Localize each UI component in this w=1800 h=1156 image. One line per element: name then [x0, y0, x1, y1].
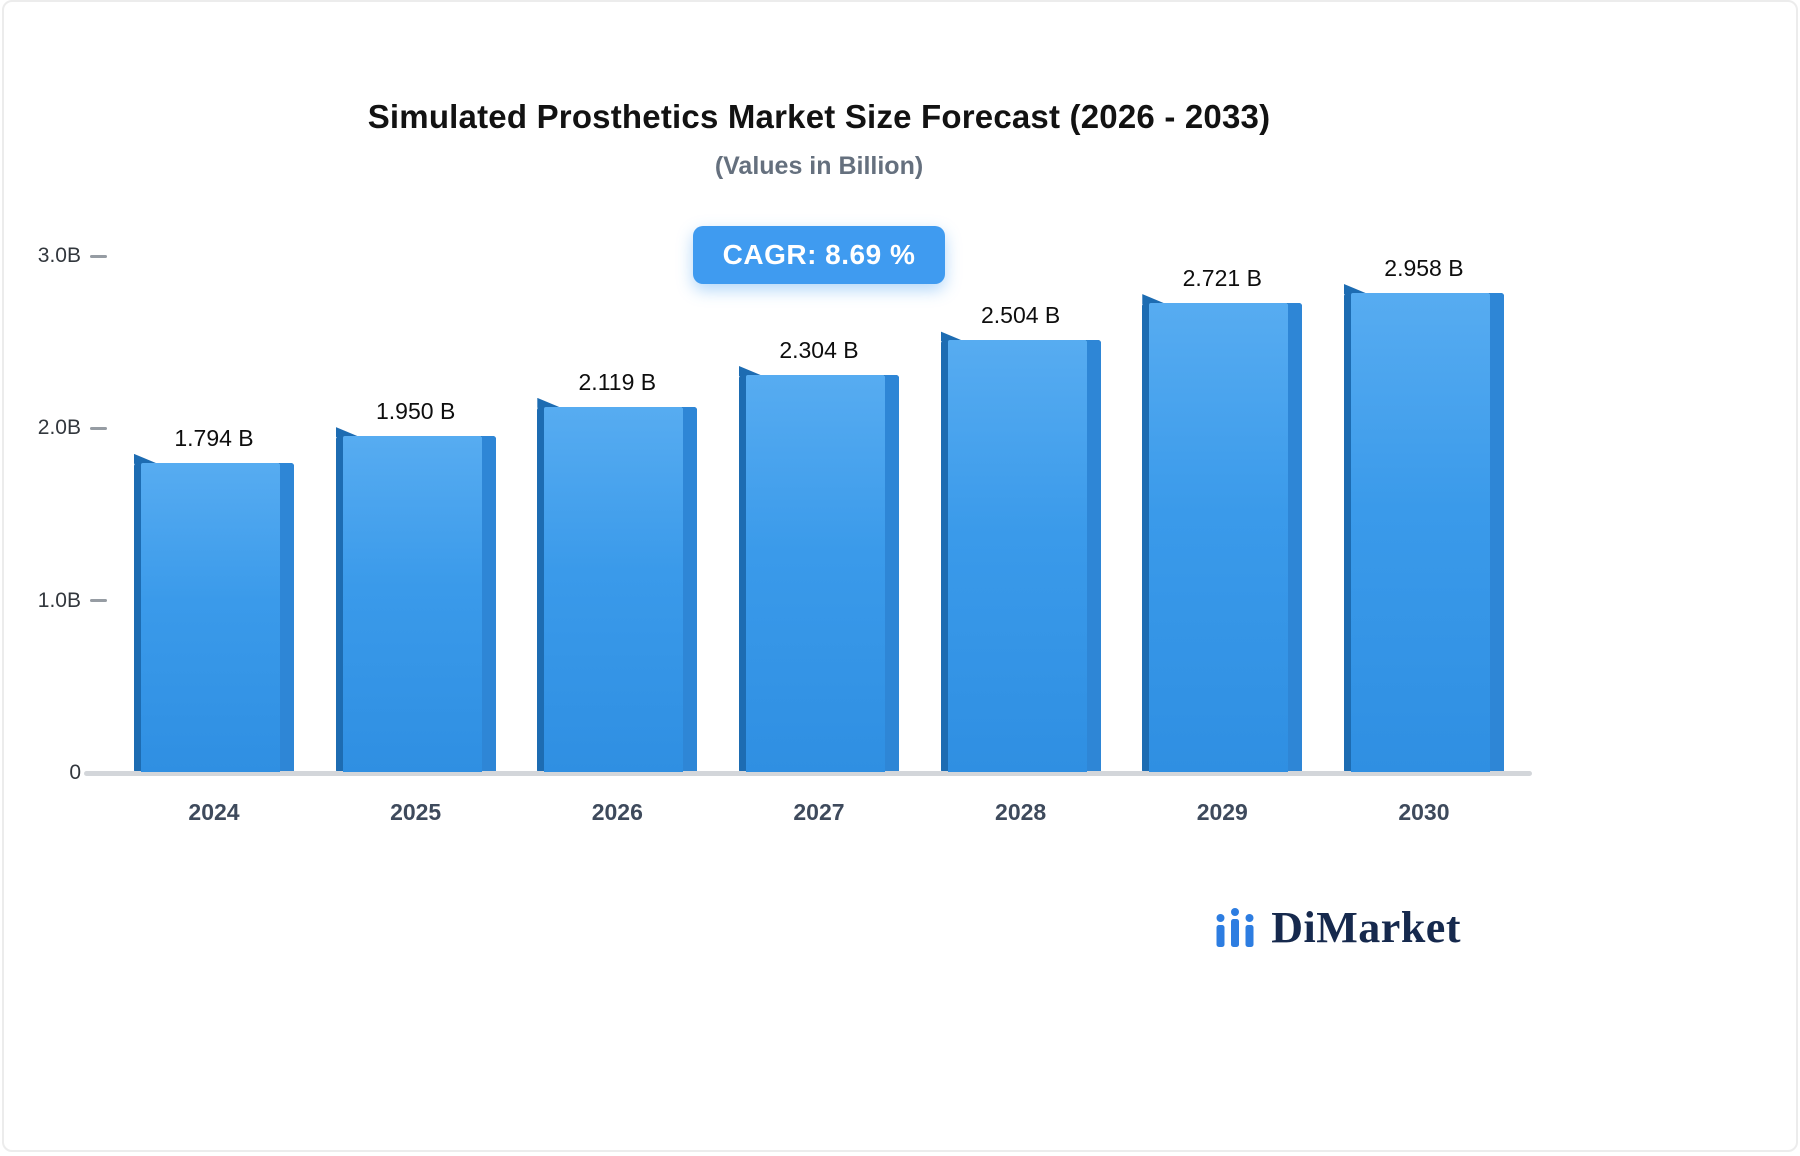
bar-2028: [940, 340, 1101, 772]
bar-value-label: 1.794 B: [174, 424, 254, 451]
cagr-badge-wrap: CAGR: 8.69 %: [114, 226, 1524, 284]
bar-front-face: [544, 406, 684, 772]
bar-chart-logo-icon: [1216, 907, 1254, 947]
y-tick-label: 0: [69, 761, 81, 784]
bar-value-label: 2.721 B: [1182, 265, 1262, 292]
cagr-badge: CAGR: 8.69 %: [692, 226, 946, 284]
bar-front-face: [342, 435, 482, 772]
bar-value-label: 2.304 B: [779, 336, 859, 363]
bar-front-face: [1149, 303, 1289, 772]
x-axis-label: 2027: [793, 799, 845, 825]
bar-front-face: [947, 340, 1087, 772]
y-tick-mark: [90, 599, 107, 603]
y-tick-mark: [90, 426, 107, 430]
bar-value-label: 2.958 B: [1384, 255, 1464, 281]
dimarket-logo: DiMarket: [1212, 902, 1461, 953]
chart-subtitle: (Values in Billion): [714, 152, 924, 180]
bar-2027: [738, 374, 899, 773]
bars-container: 1.794 B 2024 1.950 B 2025 2.119 B 2026 2.304 B…: [114, 255, 1524, 825]
y-tick: 1.0B: [4, 588, 107, 613]
bar-2026: [537, 406, 698, 773]
y-tick-label: 2.0B: [37, 416, 81, 440]
bar-2030: [1343, 293, 1504, 772]
bar-column: 2.721 B 2029: [1142, 255, 1303, 825]
bar-value-label: 1.950 B: [376, 397, 456, 424]
y-tick-label: 1.0B: [37, 588, 81, 612]
bar-2024: [134, 462, 294, 773]
bar-column: 2.958 B 2030: [1343, 255, 1504, 825]
y-tick-mark: [90, 254, 107, 258]
y-tick: 2.0B: [4, 416, 107, 440]
plot-area: 0 1.0B 2.0B 3.0B 1.794 B 2024 1.950 B 2025 2.11…: [38, 244, 1532, 825]
bar-column: 2.504 B 2028: [940, 255, 1101, 825]
logo-text: DiMarket: [1271, 903, 1461, 952]
x-axis-label: 2030: [1398, 799, 1450, 825]
bar-value-label: 2.119 B: [578, 368, 657, 395]
bar-front-face: [141, 462, 280, 772]
bar-2025: [335, 435, 496, 773]
bar-column: 2.119 B 2026: [537, 255, 698, 825]
bar-front-face: [1350, 293, 1490, 772]
bar-value-label: 2.504 B: [980, 302, 1061, 329]
chart-title: Simulated Prosthetics Market Size Foreca…: [367, 98, 1271, 135]
y-tick-label: 3.0B: [37, 244, 81, 267]
bar-column: 1.950 B 2025: [335, 255, 496, 825]
y-tick: 3.0B: [4, 244, 107, 268]
bar-front-face: [745, 374, 885, 772]
bar-2029: [1142, 303, 1303, 772]
bar-column: 2.304 B 2027: [738, 255, 899, 825]
x-axis-line: [84, 771, 1532, 776]
x-axis-label: 2026: [591, 799, 643, 825]
x-axis-label: 2024: [188, 799, 240, 825]
bar-column: 1.794 B 2024: [134, 255, 294, 825]
x-axis-label: 2025: [390, 799, 442, 825]
x-axis-label: 2029: [1196, 799, 1248, 825]
x-axis-label: 2028: [995, 799, 1047, 825]
y-axis: 0 1.0B 2.0B 3.0B: [38, 244, 1524, 784]
